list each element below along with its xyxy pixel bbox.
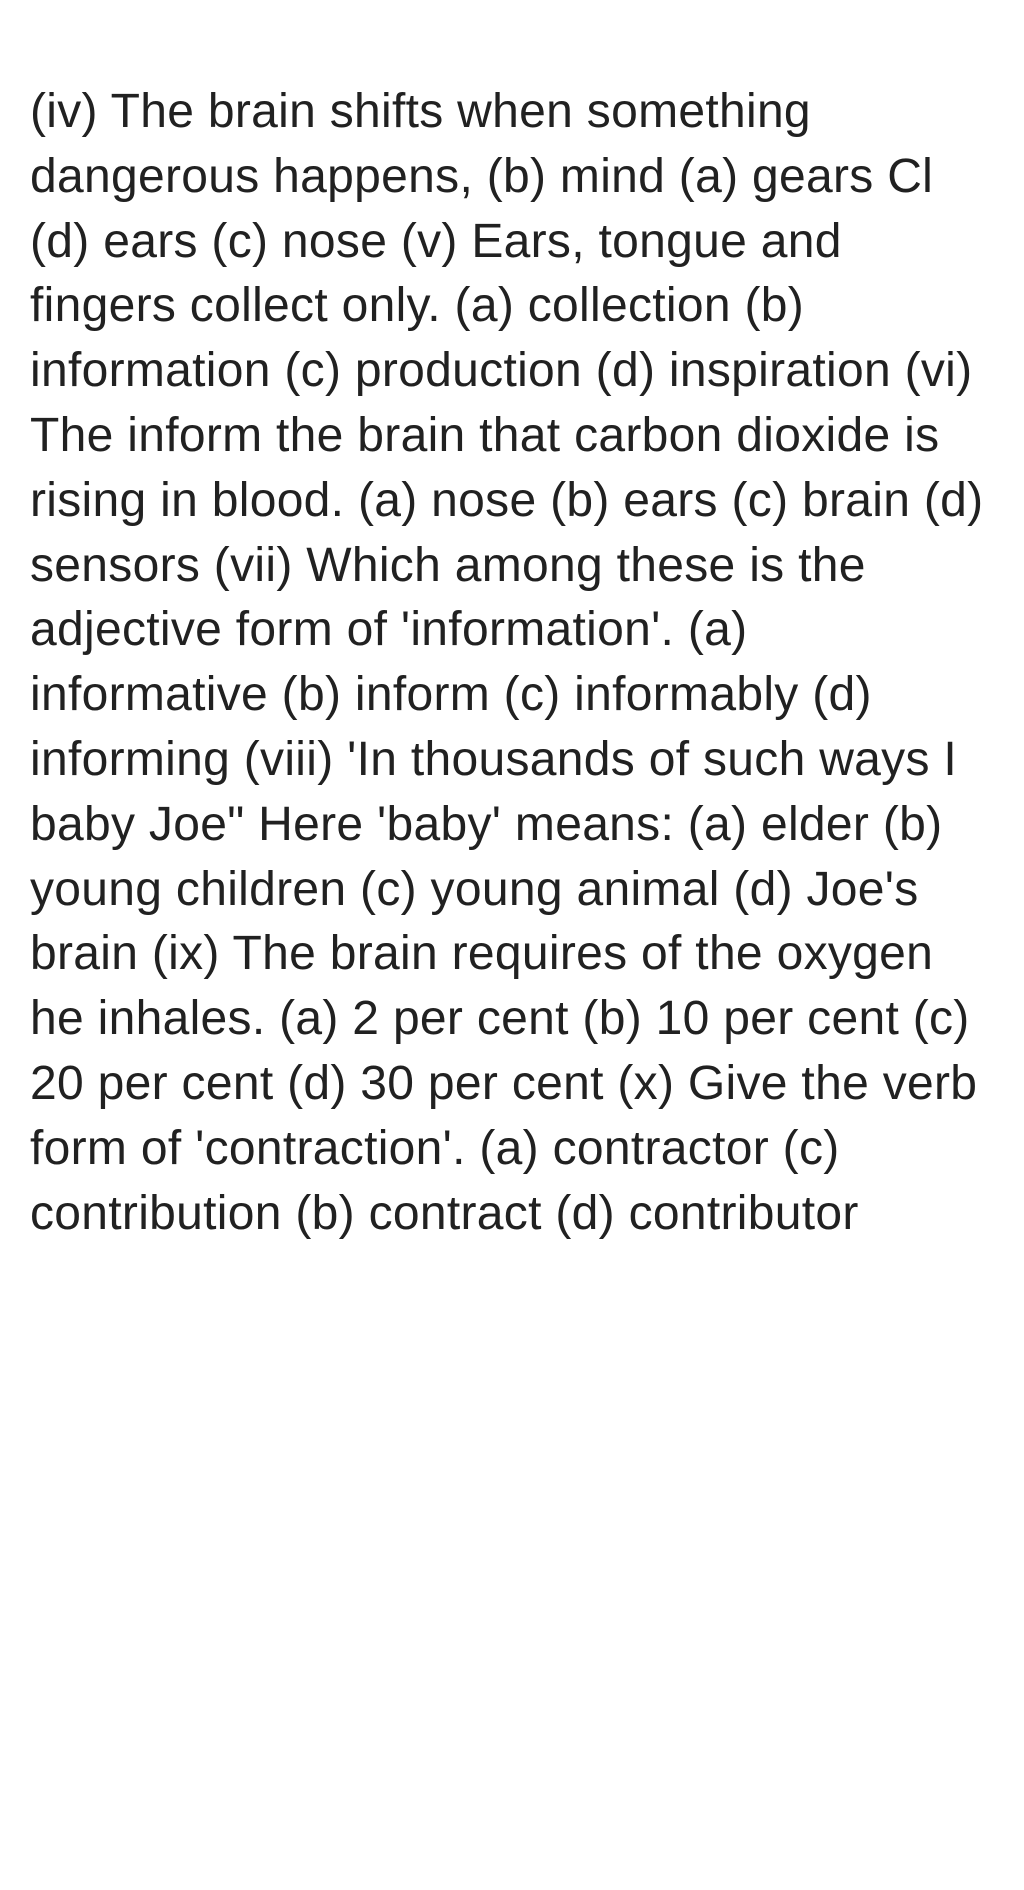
document-text: (iv) The brain shifts when something dan…: [30, 85, 983, 1240]
document-body: (iv) The brain shifts when something dan…: [30, 80, 994, 1246]
